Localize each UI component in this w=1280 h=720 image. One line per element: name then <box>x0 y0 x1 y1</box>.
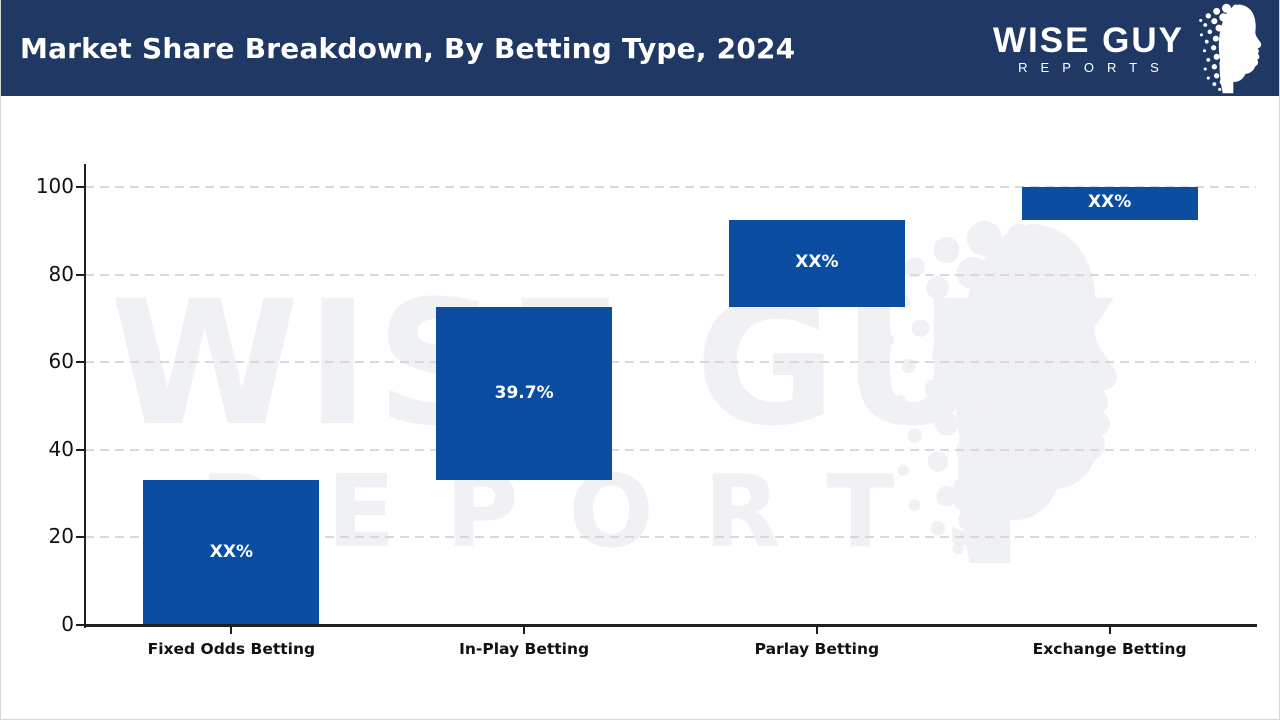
gridline <box>85 536 1256 539</box>
wiseguy-logo-reports: REPORTS <box>1018 59 1172 75</box>
bar-value-label: XX% <box>795 252 839 273</box>
waterfall-bar <box>436 306 613 481</box>
y-tick-label: 60 <box>48 349 74 374</box>
y-tick-label: 80 <box>48 261 74 286</box>
bar-value-label: 39.7% <box>494 382 554 403</box>
bar-value-label: XX% <box>1088 192 1132 213</box>
y-tick <box>76 273 85 276</box>
x-category-label: Fixed Odds Betting <box>147 640 316 658</box>
wiseguy-logo-name: WISE GUY <box>992 20 1184 60</box>
bar-value-label: XX% <box>209 541 253 562</box>
y-axis-line <box>84 164 86 628</box>
gridline <box>85 273 1256 276</box>
wiseguy-logo-text: WISE GUY REPORTS <box>993 23 1184 74</box>
x-tick <box>230 627 233 634</box>
wiseguy-logo: WISE GUY REPORTS <box>993 3 1280 94</box>
x-category-label: In-Play Betting <box>459 640 590 658</box>
x-tick <box>815 627 818 634</box>
y-tick <box>76 361 85 364</box>
waterfall-bar <box>728 219 905 307</box>
gridline <box>85 186 1256 188</box>
x-tick <box>523 627 526 634</box>
x-tick <box>1108 627 1111 634</box>
y-tick <box>76 448 85 451</box>
x-category-label: Parlay Betting <box>754 640 880 658</box>
y-tick <box>76 186 85 188</box>
header-bar: Market Share Breakdown, By Betting Type,… <box>0 0 1280 96</box>
y-tick <box>76 624 85 626</box>
gridline <box>85 448 1256 451</box>
y-tick-label: 100 <box>35 174 74 198</box>
y-tick-label: 40 <box>48 436 74 461</box>
waterfall-bar <box>143 480 320 625</box>
waterfall-bar <box>1021 187 1198 220</box>
y-tick-label: 0 <box>61 612 74 636</box>
wiseguy-logo-face-icon <box>1199 3 1262 93</box>
gridline <box>85 361 1256 364</box>
y-tick <box>76 536 85 539</box>
y-tick-label: 20 <box>48 524 74 549</box>
x-category-label: Exchange Betting <box>1032 640 1187 658</box>
x-axis-line <box>84 624 1257 627</box>
chart-title: Market Share Breakdown, By Betting Type,… <box>20 31 796 65</box>
